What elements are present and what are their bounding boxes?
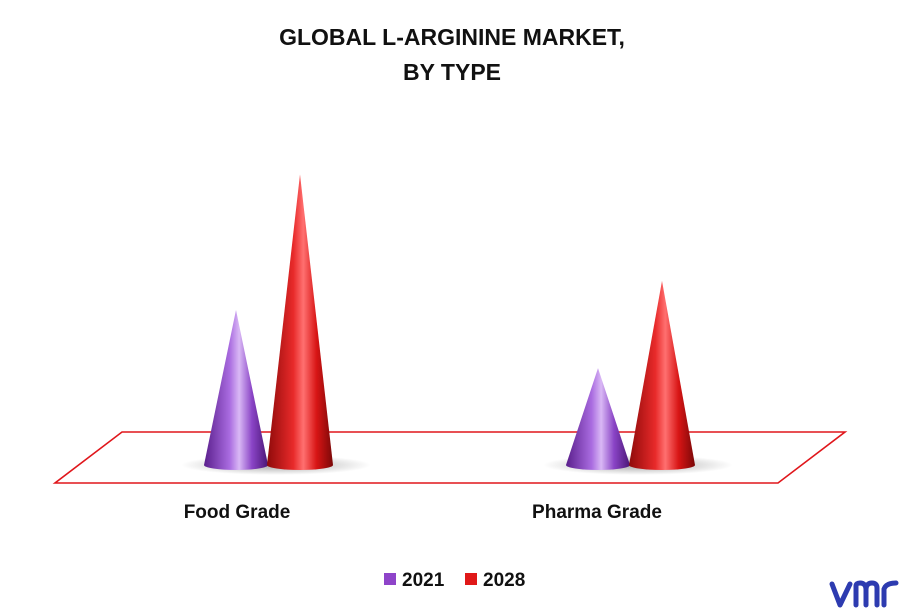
cone-food-grade-2028 (267, 174, 333, 470)
chart-title-line-1: GLOBAL L-ARGININE MARKET, (279, 24, 625, 50)
legend-item-2028: 2028 (465, 570, 525, 591)
legend: 2021 2028 (384, 570, 525, 591)
cone-pharma-grade-2028 (629, 280, 695, 470)
vmr-logo (829, 580, 899, 608)
legend-label-2021: 2021 (402, 570, 445, 591)
cone-pharma-grade-2021 (566, 368, 630, 470)
cone-food-grade-2021 (204, 310, 268, 470)
category-label-pharma-grade: Pharma Grade (532, 502, 662, 523)
legend-swatch-2028 (465, 573, 477, 585)
chart-title-line-2: BY TYPE (403, 59, 501, 85)
legend-swatch-2021 (384, 573, 396, 585)
chart-marks (181, 174, 733, 475)
category-label-food-grade: Food Grade (184, 502, 291, 523)
chart-floor (52, 431, 848, 484)
legend-label-2028: 2028 (483, 570, 525, 591)
legend-item-2021: 2021 (384, 570, 445, 591)
